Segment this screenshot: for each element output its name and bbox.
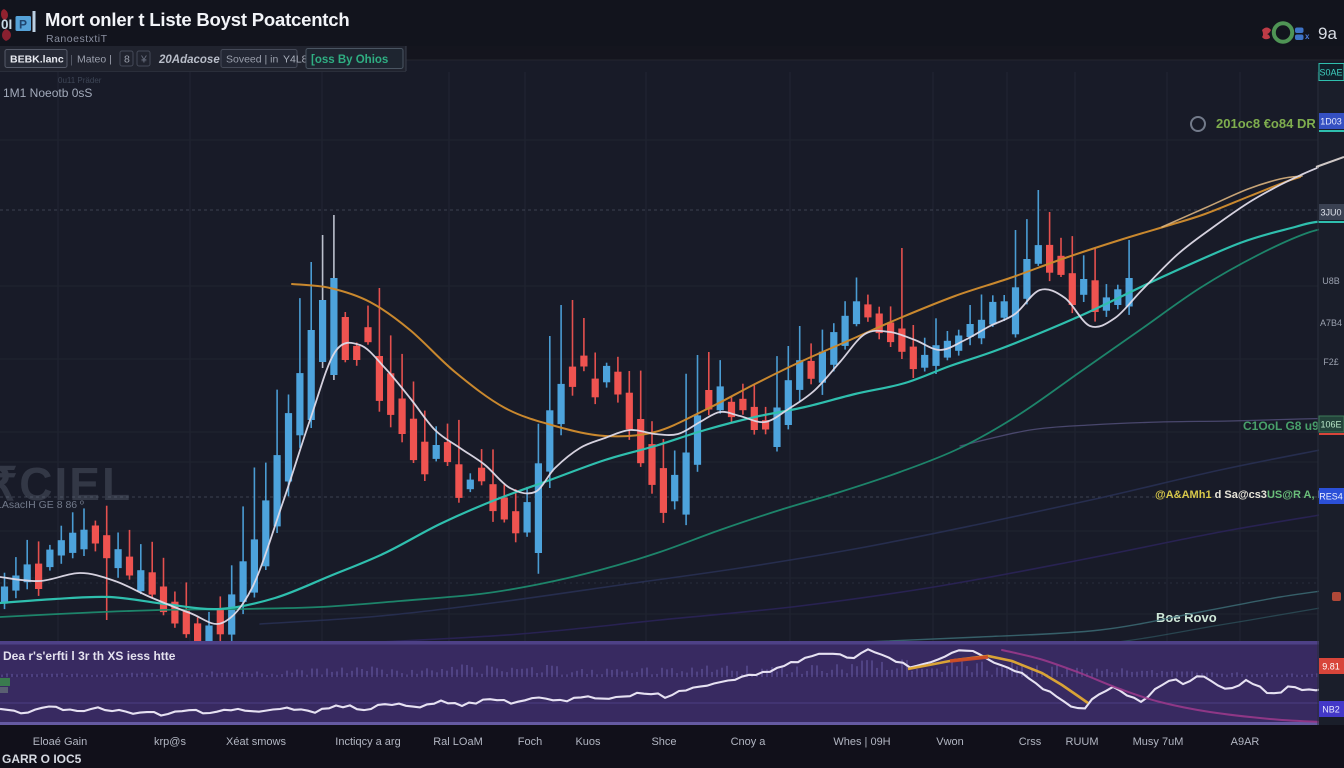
svg-text:Shce: Shce [651,736,676,748]
svg-text:20Adacose: 20Adacose [158,54,220,66]
svg-text:0u11 Präder: 0u11 Präder [58,76,102,85]
svg-text:S0AE: S0AE [1319,68,1342,78]
svg-text:Mort onler t Liste Boyst Poatc: Mort onler t Liste Boyst Poatcentch [45,9,349,30]
svg-text:Boe Rovo: Boe Rovo [1156,610,1217,625]
svg-text:Crss: Crss [1019,736,1042,748]
svg-text:Foch: Foch [518,736,542,748]
svg-text:Inctiqcy a arg: Inctiqcy a arg [335,736,400,748]
svg-text:Kuos: Kuos [575,736,601,748]
svg-text:GARR O IOC5: GARR O IOC5 [2,752,82,766]
svg-text:Whes | 09H: Whes | 09H [833,736,890,748]
svg-text:F2£: F2£ [1323,357,1339,367]
svg-text:1M1 Noeotb 0sS: 1M1 Noeotb 0sS [3,86,92,100]
svg-text:C1OoL G8 u9s1: C1OoL G8 u9s1 [1243,419,1332,433]
svg-text:BEBK.lanc: BEBK.lanc [10,54,64,66]
svg-text:Xéat smows: Xéat smows [226,736,286,748]
svg-text:Ral LOaM: Ral LOaM [433,736,483,748]
svg-text:Mateo |: Mateo | [77,54,112,66]
svg-text:8: 8 [124,54,130,66]
svg-text:x: x [1305,32,1310,41]
svg-text:106E: 106E [1320,420,1341,430]
svg-text:LAsacIH GE 8 86 º: LAsacIH GE 8 86 º [0,499,84,511]
svg-text:|: | [70,54,73,66]
svg-text:RES4: RES4 [1319,492,1343,502]
svg-text:Musy 7uM: Musy 7uM [1133,736,1184,748]
svg-text:9.81: 9.81 [1322,662,1340,672]
svg-text:9a: 9a [1318,24,1337,43]
svg-text:1D03: 1D03 [1320,117,1342,127]
svg-text:RanoestxtiT: RanoestxtiT [46,33,108,45]
svg-text:A9AR: A9AR [1231,736,1260,748]
svg-text:[oss By Ohios: [oss By Ohios [311,54,388,66]
svg-text:NB2: NB2 [1322,705,1340,715]
svg-text:A7B4: A7B4 [1320,318,1342,328]
svg-text:¥: ¥ [140,54,147,66]
svg-text:Vwon: Vwon [936,736,964,748]
svg-text:P: P [19,18,27,32]
svg-text:Cnoy a: Cnoy a [731,736,767,748]
svg-text:0I: 0I [1,17,12,32]
svg-text:201oc8 €o84 DR: 201oc8 €o84 DR [1216,116,1316,131]
svg-text:U8B: U8B [1322,276,1340,286]
svg-text:Soveed | in: Soveed | in [226,54,279,66]
svg-text:Y4L8I: Y4L8I [283,54,310,66]
svg-text:Dea r's'erfti l 3r th XS iess: Dea r's'erfti l 3r th XS iess htte [3,649,176,663]
svg-text:3JU0: 3JU0 [1320,208,1341,218]
svg-text:₹CIEL: ₹CIEL [0,458,132,510]
svg-text:krp@s: krp@s [154,736,186,748]
svg-text:Eloaé Gain: Eloaé Gain [33,736,87,748]
svg-text:RUUM: RUUM [1066,736,1099,748]
svg-text:@A&AMh1 d Sa@cs3US@R A, E1SL: @A&AMh1 d Sa@cs3US@R A, E1SL [1155,489,1344,501]
